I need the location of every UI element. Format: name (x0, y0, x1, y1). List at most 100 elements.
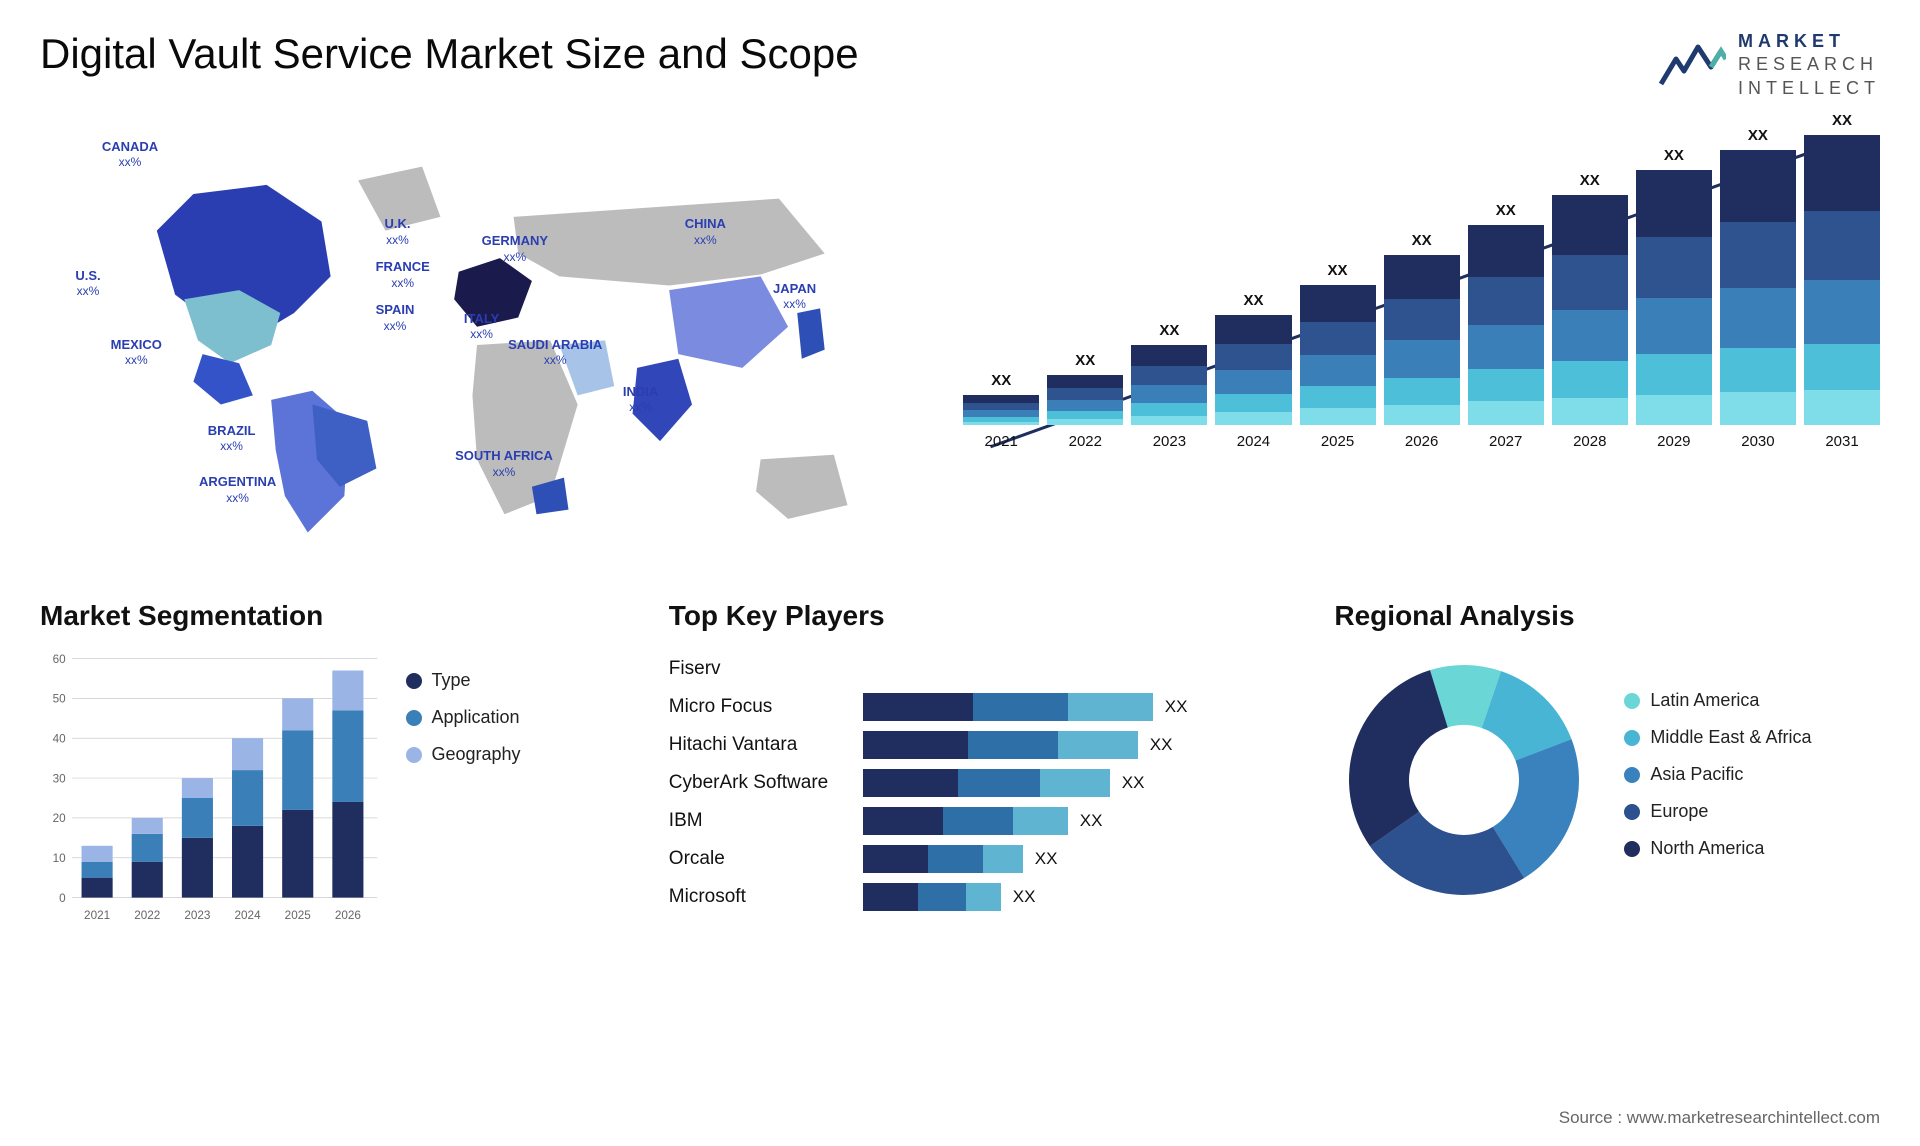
player-value: XX (1035, 849, 1058, 869)
player-bar (863, 731, 1138, 759)
legend-label: Europe (1650, 801, 1708, 822)
legend-swatch (406, 673, 422, 689)
player-bars: XXXXXXXXXXXX (863, 650, 1295, 916)
players-title: Top Key Players (669, 600, 1295, 632)
player-bar-seg (973, 693, 1068, 721)
growth-seg (1468, 225, 1544, 277)
players-panel: Top Key Players FiservMicro FocusHitachi… (669, 600, 1295, 930)
map-label-japan: JAPANxx% (773, 281, 816, 312)
seg-bar (282, 810, 313, 898)
map-label-mexico: MEXICOxx% (111, 337, 162, 368)
player-name: CyberArk Software (669, 764, 839, 802)
player-bar-seg (1058, 731, 1138, 759)
map-label-canada: CANADAxx% (102, 139, 158, 170)
regional-legend-item: Middle East & Africa (1624, 727, 1880, 748)
legend-swatch (406, 747, 422, 763)
growth-seg (1468, 369, 1544, 401)
player-bar (863, 845, 1023, 873)
growth-seg (963, 403, 1039, 410)
legend-swatch (406, 710, 422, 726)
donut-slice (1349, 670, 1448, 846)
growth-value-label: XX (1159, 322, 1179, 339)
growth-value-label: XX (991, 372, 1011, 389)
legend-label: Application (432, 707, 520, 728)
player-bar (863, 693, 1153, 721)
svg-text:2023: 2023 (184, 909, 210, 922)
map-label-india: INDIAxx% (623, 384, 658, 415)
map-label-spain: SPAINxx% (376, 302, 415, 333)
svg-text:50: 50 (53, 693, 67, 706)
growth-seg (1131, 403, 1207, 416)
growth-seg (1720, 392, 1796, 425)
brand-logo: MARKET RESEARCH INTELLECT (1656, 30, 1880, 100)
player-bar-row: XX (863, 726, 1295, 764)
player-name: Microsoft (669, 878, 839, 916)
player-value: XX (1122, 773, 1145, 793)
growth-value-label: XX (1075, 352, 1095, 369)
page-title: Digital Vault Service Market Size and Sc… (40, 30, 859, 78)
seg-bar (282, 699, 313, 731)
regional-legend-item: Latin America (1624, 690, 1880, 711)
growth-year-label: 2021 (985, 433, 1018, 450)
seg-bar (132, 818, 163, 834)
growth-seg (1131, 366, 1207, 385)
player-value: XX (1150, 735, 1173, 755)
growth-seg (1636, 354, 1712, 395)
map-label-southafrica: SOUTH AFRICAxx% (455, 448, 553, 479)
growth-seg (1047, 400, 1123, 411)
source-footer: Source : www.marketresearchintellect.com (1559, 1108, 1880, 1128)
player-bar-row: XX (863, 840, 1295, 878)
growth-year-label: 2026 (1405, 433, 1438, 450)
player-bar (863, 769, 1110, 797)
svg-text:2022: 2022 (134, 909, 160, 922)
map-region-au (756, 455, 847, 519)
growth-value-label: XX (1496, 202, 1516, 219)
regional-legend-item: North America (1624, 838, 1880, 859)
growth-value-label: XX (1664, 147, 1684, 164)
seg-legend-item: Geography (406, 744, 629, 765)
growth-year-label: 2024 (1237, 433, 1270, 450)
growth-bar-2031: XX2031 (1804, 112, 1880, 450)
logo-line3: INTELLECT (1738, 77, 1880, 100)
player-value: XX (1013, 887, 1036, 907)
growth-seg (963, 422, 1039, 426)
growth-seg (1131, 345, 1207, 366)
growth-seg (1552, 255, 1628, 310)
seg-legend-item: Application (406, 707, 629, 728)
player-bar-seg (863, 769, 958, 797)
growth-seg (1720, 150, 1796, 222)
growth-seg (1300, 322, 1376, 356)
svg-text:0: 0 (59, 892, 66, 905)
svg-text:2025: 2025 (285, 909, 312, 922)
growth-seg (1047, 375, 1123, 388)
player-value: XX (1165, 697, 1188, 717)
map-label-germany: GERMANYxx% (482, 233, 548, 264)
growth-seg (1804, 390, 1880, 425)
growth-year-label: 2027 (1489, 433, 1522, 450)
player-bar-seg (1068, 693, 1153, 721)
growth-bar-2024: XX2024 (1215, 292, 1291, 450)
growth-seg (1804, 280, 1880, 344)
growth-seg (1720, 348, 1796, 392)
growth-bar-2028: XX2028 (1552, 172, 1628, 450)
growth-seg (1384, 405, 1460, 425)
growth-seg (1384, 299, 1460, 340)
map-region-jp (797, 309, 824, 359)
player-bar-seg (863, 807, 943, 835)
growth-seg (1468, 325, 1544, 369)
player-bar-seg (928, 845, 983, 873)
player-bar-seg (1013, 807, 1068, 835)
growth-bars: XX2021XX2022XX2023XX2024XX2025XX2026XX20… (963, 130, 1880, 450)
growth-bar-2027: XX 2027 (1468, 202, 1544, 450)
regional-donut (1334, 650, 1594, 910)
player-name: IBM (669, 802, 839, 840)
growth-value-label: XX (1748, 127, 1768, 144)
growth-seg (1384, 255, 1460, 299)
player-name: Orcale (669, 840, 839, 878)
player-bar-seg (863, 845, 928, 873)
svg-text:60: 60 (53, 653, 67, 666)
growth-value-label: XX (1328, 262, 1348, 279)
world-map-panel: CANADAxx%U.S.xx%MEXICOxx%BRAZILxx%ARGENT… (40, 130, 923, 560)
player-bar-seg (943, 807, 1013, 835)
growth-bar-2029: XX2029 (1636, 147, 1712, 450)
